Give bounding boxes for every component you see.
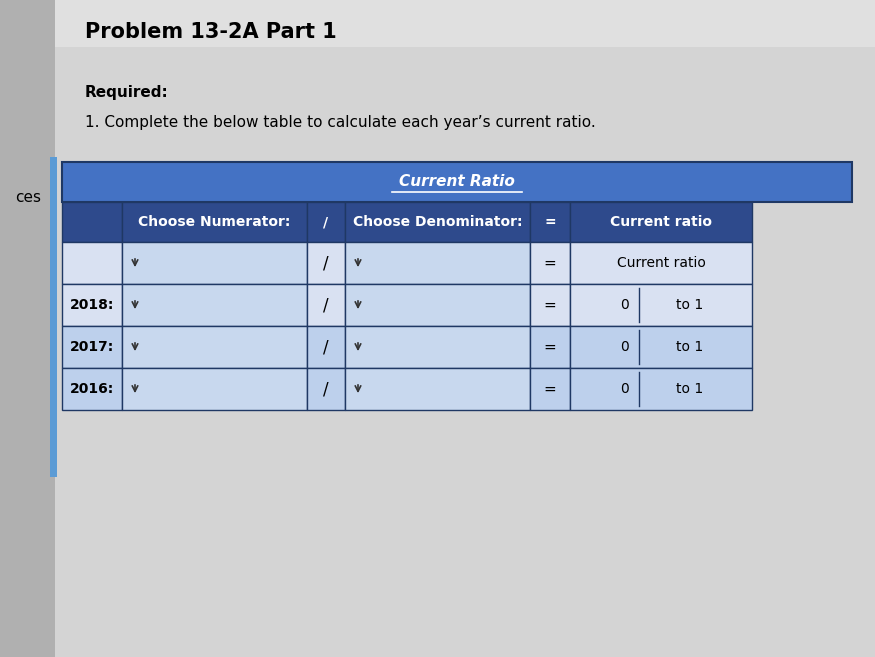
Bar [530,242,570,284]
Bar [50,157,57,477]
Bar [345,242,530,284]
Bar [122,242,307,284]
Text: 2017:: 2017: [70,340,115,354]
Bar [570,202,752,242]
Bar [0,0,55,657]
Text: ces: ces [15,189,41,204]
Text: to 1: to 1 [676,340,703,354]
Bar [62,326,122,368]
Bar [570,326,752,368]
Text: =: = [543,256,556,271]
Bar [62,368,122,410]
Text: =: = [544,215,556,229]
Bar [62,202,122,242]
Bar [530,202,570,242]
Text: Current Ratio: Current Ratio [399,175,514,189]
Text: =: = [543,340,556,355]
Bar [570,242,752,284]
Bar [345,326,530,368]
Text: 1. Complete the below table to calculate each year’s current ratio.: 1. Complete the below table to calculate… [85,114,596,129]
Bar [55,0,875,47]
Bar [307,202,345,242]
Bar [530,284,570,326]
Bar [530,368,570,410]
Bar [122,326,307,368]
Text: Choose Numerator:: Choose Numerator: [138,215,290,229]
Bar [345,202,530,242]
Text: Current ratio: Current ratio [617,256,705,270]
Text: Problem 13-2A Part 1: Problem 13-2A Part 1 [85,22,337,42]
Bar [307,326,345,368]
Text: Choose Denominator:: Choose Denominator: [353,215,522,229]
Text: 2016:: 2016: [70,382,115,396]
Bar [530,326,570,368]
Text: 0: 0 [620,340,628,354]
Text: 2018:: 2018: [70,298,115,312]
Text: =: = [543,382,556,397]
Bar [345,284,530,326]
Bar [307,368,345,410]
Text: /: / [323,338,329,356]
Text: /: / [323,296,329,314]
Text: /: / [323,254,329,272]
Text: =: = [543,298,556,313]
Bar [307,284,345,326]
Text: Current ratio: Current ratio [610,215,712,229]
Bar [62,162,852,202]
Text: 0: 0 [620,382,628,396]
Bar [570,284,752,326]
Bar [62,284,122,326]
Text: to 1: to 1 [676,298,703,312]
Text: to 1: to 1 [676,382,703,396]
Bar [62,242,122,284]
Bar [122,284,307,326]
Bar [122,368,307,410]
Text: Required:: Required: [85,85,169,99]
Bar [345,368,530,410]
Text: /: / [323,380,329,398]
Bar [307,242,345,284]
Text: 0: 0 [620,298,628,312]
Bar [122,202,307,242]
Bar [570,368,752,410]
Text: /: / [324,215,329,229]
